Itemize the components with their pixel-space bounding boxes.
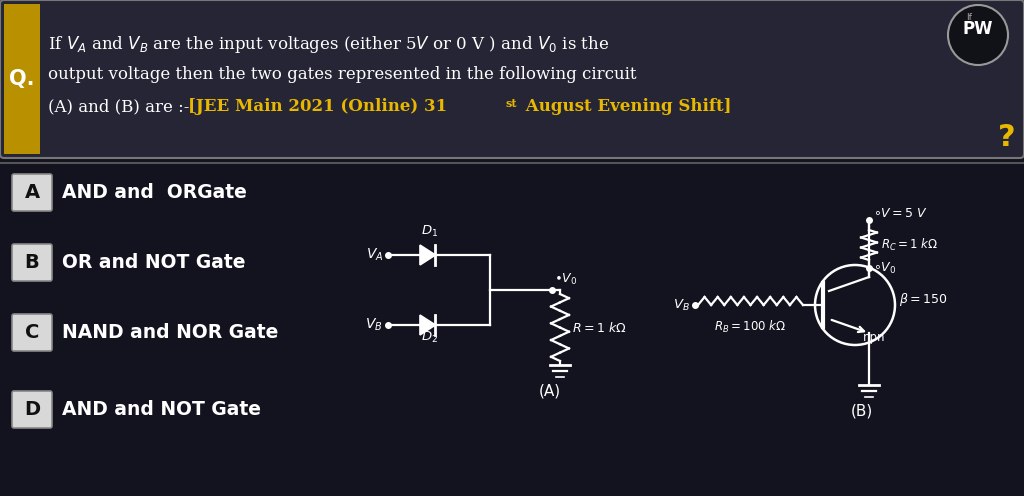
Text: output voltage then the two gates represented in the following circuit: output voltage then the two gates repres…: [48, 66, 637, 83]
Text: [JEE Main 2021 (Online) 31: [JEE Main 2021 (Online) 31: [188, 98, 447, 115]
FancyBboxPatch shape: [12, 314, 52, 351]
Text: $V_A$: $V_A$: [366, 247, 383, 263]
Text: $\bullet V_0$: $\bullet V_0$: [554, 272, 578, 287]
FancyBboxPatch shape: [0, 0, 1024, 158]
Text: Q.: Q.: [9, 69, 35, 89]
Text: PW: PW: [963, 20, 993, 38]
Text: A: A: [25, 183, 40, 202]
Text: $R_C=1\ k\Omega$: $R_C=1\ k\Omega$: [881, 237, 938, 253]
Text: August Evening Shift]: August Evening Shift]: [520, 98, 731, 115]
FancyBboxPatch shape: [12, 391, 52, 428]
FancyBboxPatch shape: [12, 244, 52, 281]
Text: st: st: [505, 98, 516, 109]
Text: $R=1\ k\Omega$: $R=1\ k\Omega$: [572, 320, 627, 334]
Text: $R_B=100\ k\Omega$: $R_B=100\ k\Omega$: [715, 319, 786, 335]
Polygon shape: [420, 315, 435, 335]
Text: AND and NOT Gate: AND and NOT Gate: [62, 400, 261, 419]
Text: (A) and (B) are :-: (A) and (B) are :-: [48, 98, 195, 115]
Text: B: B: [25, 253, 39, 272]
Text: $D_2$: $D_2$: [422, 330, 438, 345]
Text: $D_1$: $D_1$: [422, 224, 438, 239]
Text: If: If: [966, 12, 972, 21]
Polygon shape: [420, 245, 435, 265]
Text: ?: ?: [998, 123, 1016, 152]
Text: $V_B$: $V_B$: [673, 298, 690, 312]
Circle shape: [948, 5, 1008, 65]
Text: OR and NOT Gate: OR and NOT Gate: [62, 253, 246, 272]
Text: npn: npn: [863, 330, 886, 344]
Text: If $V_A$ and $V_B$ are the input voltages (either 5$V$ or 0 V ) and $V_0$ is the: If $V_A$ and $V_B$ are the input voltage…: [48, 34, 609, 55]
Text: C: C: [25, 323, 39, 342]
Text: (B): (B): [851, 403, 873, 418]
Text: $\beta=150$: $\beta=150$: [899, 292, 947, 309]
Text: $V_B$: $V_B$: [366, 317, 383, 333]
Text: AND and  ORGate: AND and ORGate: [62, 183, 247, 202]
Text: D: D: [24, 400, 40, 419]
Text: NAND and NOR Gate: NAND and NOR Gate: [62, 323, 279, 342]
Text: $\circ V_0$: $\circ V_0$: [873, 260, 896, 276]
Text: $\circ V=5\ V$: $\circ V=5\ V$: [873, 207, 928, 220]
Text: (A): (A): [539, 383, 561, 398]
FancyBboxPatch shape: [12, 174, 52, 211]
FancyBboxPatch shape: [4, 4, 40, 154]
